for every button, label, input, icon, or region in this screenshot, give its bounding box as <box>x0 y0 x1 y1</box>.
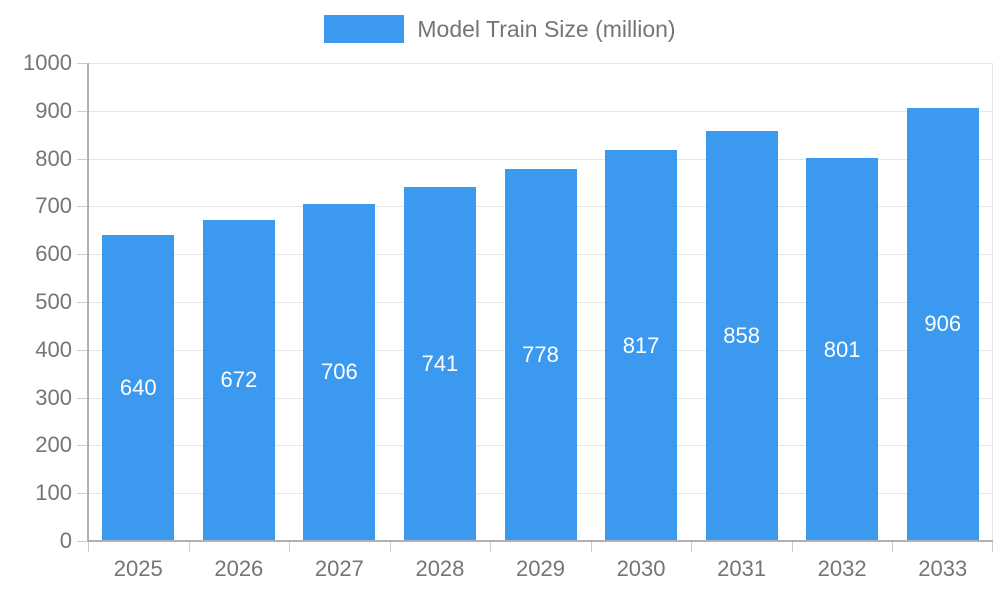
x-axis-tick-8 <box>892 541 894 552</box>
y-axis-label-400: 400 <box>35 336 72 362</box>
plot-right-border <box>992 63 993 541</box>
bar-2028: 741 <box>403 186 476 541</box>
bar-2032: 801 <box>806 158 879 541</box>
y-axis-tick-0 <box>77 541 88 542</box>
x-axis-tick-5 <box>590 541 592 552</box>
chart-legend: Model Train Size (million) <box>0 15 1000 43</box>
bar-value-label-2025: 640 <box>119 375 157 401</box>
y-axis-label-900: 900 <box>35 97 72 123</box>
x-axis-line <box>88 540 993 542</box>
y-axis-tick-800 <box>77 158 88 160</box>
bar-2033: 906 <box>906 107 979 541</box>
y-axis-tick-700 <box>77 206 88 208</box>
x-axis-tick-4 <box>490 541 492 552</box>
x-axis-label-2025: 2025 <box>113 556 163 581</box>
bar-value-label-2030: 817 <box>622 332 660 358</box>
y-axis-tick-900 <box>77 110 88 112</box>
bar-2026: 672 <box>202 219 275 541</box>
x-axis-tick-2 <box>289 541 291 552</box>
bar-value-label-2031: 858 <box>723 322 760 348</box>
y-axis-label-700: 700 <box>35 193 72 219</box>
y-axis-tick-400 <box>77 349 88 351</box>
x-axis-label-2031: 2031 <box>717 556 767 581</box>
y-axis-tick-600 <box>77 254 88 256</box>
bar-value-label-2033: 906 <box>924 311 962 337</box>
x-axis-label-2028: 2028 <box>415 556 465 581</box>
bar-value-label-2028: 741 <box>421 350 459 376</box>
y-axis-label-100: 100 <box>35 480 72 506</box>
x-axis-label-2026: 2026 <box>214 556 264 581</box>
bar-2031: 858 <box>705 130 778 541</box>
y-axis-line <box>87 63 89 541</box>
y-axis-tick-200 <box>77 445 88 447</box>
bar-2027: 706 <box>303 203 376 541</box>
x-axis-label-2027: 2027 <box>314 556 364 581</box>
y-axis-label-300: 300 <box>35 384 72 410</box>
y-axis-tick-500 <box>77 302 88 303</box>
x-axis-tick-3 <box>389 541 391 552</box>
y-axis-label-1000: 1000 <box>23 50 72 75</box>
y-axis-tick-1000 <box>77 63 88 64</box>
y-axis-label-600: 600 <box>35 241 72 267</box>
legend-label: Model Train Size (million) <box>417 15 676 42</box>
y-axis-label-0: 0 <box>59 528 72 553</box>
x-axis-label-2029: 2029 <box>516 556 565 581</box>
y-axis-label-500: 500 <box>35 289 72 314</box>
bar-2025: 640 <box>102 235 175 541</box>
y-axis-label-200: 200 <box>35 432 72 458</box>
bar-value-label-2032: 801 <box>823 336 861 362</box>
plot-area: 640 672 706 741 778 817 858 801 906 <box>77 63 993 552</box>
bar-value-label-2027: 706 <box>321 359 358 385</box>
bar-2030: 817 <box>605 150 678 541</box>
bar-value-label-2029: 778 <box>522 342 559 368</box>
y-axis-tick-300 <box>77 397 88 399</box>
x-axis-tick-1 <box>188 541 190 552</box>
gridline-1000 <box>88 63 993 64</box>
x-axis-label-2032: 2032 <box>817 556 867 581</box>
x-axis-tick-9 <box>992 541 993 552</box>
bar-2029: 778 <box>504 169 577 541</box>
x-axis-tick-6 <box>691 541 693 552</box>
x-axis-label-2030: 2030 <box>616 556 666 581</box>
x-axis-tick-0 <box>88 541 89 552</box>
y-axis-label-800: 800 <box>35 145 72 171</box>
x-axis-label-2033: 2033 <box>918 556 968 581</box>
y-axis-tick-100 <box>77 493 88 495</box>
gridline-900 <box>88 110 993 112</box>
gridline-800 <box>88 158 993 160</box>
legend-swatch <box>324 15 405 43</box>
x-axis-tick-7 <box>791 541 793 552</box>
bar-value-label-2026: 672 <box>220 367 258 393</box>
